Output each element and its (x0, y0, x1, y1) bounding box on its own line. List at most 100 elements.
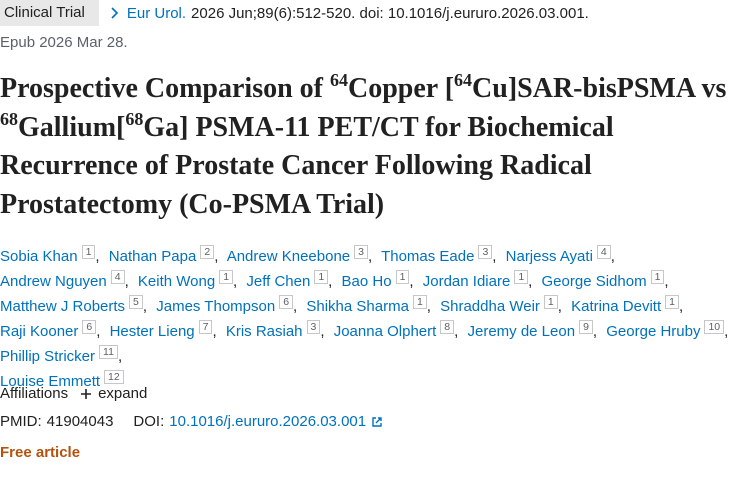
author-name[interactable]: Jordan Idiare (422, 273, 511, 290)
author-name[interactable]: Phillip Stricker (0, 348, 96, 365)
separator: , (610, 248, 615, 265)
title-text: Copper [ (348, 73, 455, 104)
author-name[interactable]: Andrew Kneebone (226, 248, 351, 265)
author: Andrew Kneebone 3, (226, 245, 377, 265)
affiliation-number[interactable]: 1 (514, 270, 529, 284)
citation: 2026 Jun;89(6):512-520. doi: 10.1016/j.e… (191, 4, 589, 22)
free-article: Free article (0, 444, 81, 461)
author-name[interactable]: George Sidhom (541, 273, 647, 290)
affiliation-number[interactable]: 3 (354, 245, 368, 259)
author-name[interactable]: Andrew Nguyen (0, 273, 107, 290)
affiliation-number[interactable]: 1 (219, 270, 234, 284)
citation-bar: Clinical Trial Eur Urol. 2026 Jun;89(6):… (0, 0, 589, 26)
separator: , (664, 273, 669, 290)
separator: , (426, 298, 431, 315)
separator: , (293, 298, 298, 315)
author-name[interactable]: Bao Ho (341, 273, 392, 290)
publication-type[interactable]: Clinical Trial (0, 0, 99, 26)
affiliation-number[interactable]: 9 (579, 320, 593, 334)
separator: , (124, 273, 129, 290)
affiliation-number[interactable]: 3 (306, 320, 321, 334)
separator: , (409, 273, 414, 290)
title-text: Ga] PSMA-11 PET/CT for Biochemical Recur… (0, 111, 614, 220)
author: Shraddha Weir 1, (440, 295, 567, 315)
author: Joanna Olphert 8, (333, 320, 464, 340)
author: George Hruby 10, (606, 320, 733, 340)
title-superscript: 64 (454, 70, 473, 90)
author-name[interactable]: Louise Emmett (0, 373, 101, 390)
affiliations: Affiliations expand (0, 385, 147, 402)
affiliation-number[interactable]: 12 (104, 370, 124, 384)
author-name[interactable]: Joanna Olphert (333, 323, 437, 340)
affiliation-number[interactable]: 1 (81, 245, 96, 259)
identifiers: PMID: 41904043 DOI: 10.1016/j.eururo.202… (0, 413, 383, 430)
affiliation-number[interactable]: 8 (440, 320, 455, 334)
separator: , (212, 323, 217, 340)
affiliation-number[interactable]: 11 (99, 345, 118, 359)
author-name[interactable]: James Thompson (156, 298, 276, 315)
author-name[interactable]: Nathan Papa (108, 248, 197, 265)
affiliation-number[interactable]: 10 (704, 320, 725, 334)
author: Kris Rasiah 3, (225, 320, 330, 340)
affiliation-number[interactable]: 1 (314, 270, 329, 284)
separator: , (96, 323, 101, 340)
author: Louise Emmett 12 (0, 370, 124, 390)
affiliation-number[interactable]: 6 (279, 295, 294, 309)
affiliation-number[interactable]: 5 (129, 295, 143, 309)
affiliation-number[interactable]: 1 (665, 295, 679, 309)
author-name[interactable]: Kris Rasiah (225, 323, 303, 340)
separator: , (320, 323, 325, 340)
author-name[interactable]: Shikha Sharma (306, 298, 409, 315)
separator: , (367, 248, 373, 265)
author-name[interactable]: Katrina Devitt (571, 298, 662, 315)
author-name[interactable]: Narjess Ayati (505, 248, 593, 265)
author: Matthew J Roberts 5, (0, 295, 152, 315)
separator: , (528, 273, 533, 290)
affiliation-number[interactable]: 4 (110, 270, 125, 284)
title-superscript: 68 (0, 108, 18, 129)
affiliations-label: Affiliations (0, 385, 69, 402)
author: Raji Kooner 6, (0, 320, 105, 340)
author-name[interactable]: Thomas Eade (381, 248, 475, 265)
doi-link[interactable]: 10.1016/j.eururo.2026.03.001 (169, 413, 367, 430)
separator: , (117, 348, 123, 365)
affiliation-number[interactable]: 1 (412, 295, 427, 309)
affiliation-number[interactable]: 1 (395, 270, 410, 284)
title-text: Cu]SAR-bisPSMA vs (472, 73, 727, 104)
author: Jordan Idiare 1, (422, 270, 538, 290)
author: Shikha Sharma 1, (306, 295, 436, 315)
author-name[interactable]: Sobia Khan (0, 248, 78, 265)
affiliation-number[interactable]: 3 (478, 245, 493, 259)
author-name[interactable]: Hester Lieng (109, 323, 195, 340)
author-name[interactable]: Keith Wong (137, 273, 216, 290)
affiliation-number[interactable]: 1 (543, 295, 558, 309)
affiliation-number[interactable]: 1 (650, 270, 665, 284)
separator: , (592, 323, 598, 340)
author-name[interactable]: Shraddha Weir (440, 298, 540, 315)
title-superscript: 64 (330, 70, 348, 90)
author: Nathan Papa 2, (108, 245, 224, 265)
author: Narjess Ayati 4, (505, 245, 620, 265)
separator: , (233, 273, 238, 290)
author-name[interactable]: Jeremy de Leon (467, 323, 576, 340)
author: James Thompson 6, (156, 295, 302, 315)
author-name[interactable]: George Hruby (606, 323, 701, 340)
doi-label: DOI: (133, 413, 165, 430)
author: Hester Lieng 7, (109, 320, 222, 340)
author: Thomas Eade 3, (381, 245, 501, 265)
author-name[interactable]: Jeff Chen (246, 273, 311, 290)
author: Jeff Chen 1, (246, 270, 337, 290)
affiliation-number[interactable]: 4 (596, 245, 611, 259)
author-name[interactable]: Matthew J Roberts (0, 298, 126, 315)
affiliation-number[interactable]: 7 (198, 320, 213, 334)
affiliation-number[interactable]: 2 (200, 245, 215, 259)
expand-toggle[interactable]: expand (98, 385, 148, 402)
chevron-icon (111, 7, 118, 19)
separator: , (328, 273, 333, 290)
author-name[interactable]: Raji Kooner (0, 323, 79, 340)
separator: , (557, 298, 562, 315)
separator: , (678, 298, 684, 315)
affiliation-number[interactable]: 6 (82, 320, 97, 334)
journal-link[interactable]: Eur Urol. (126, 4, 187, 22)
